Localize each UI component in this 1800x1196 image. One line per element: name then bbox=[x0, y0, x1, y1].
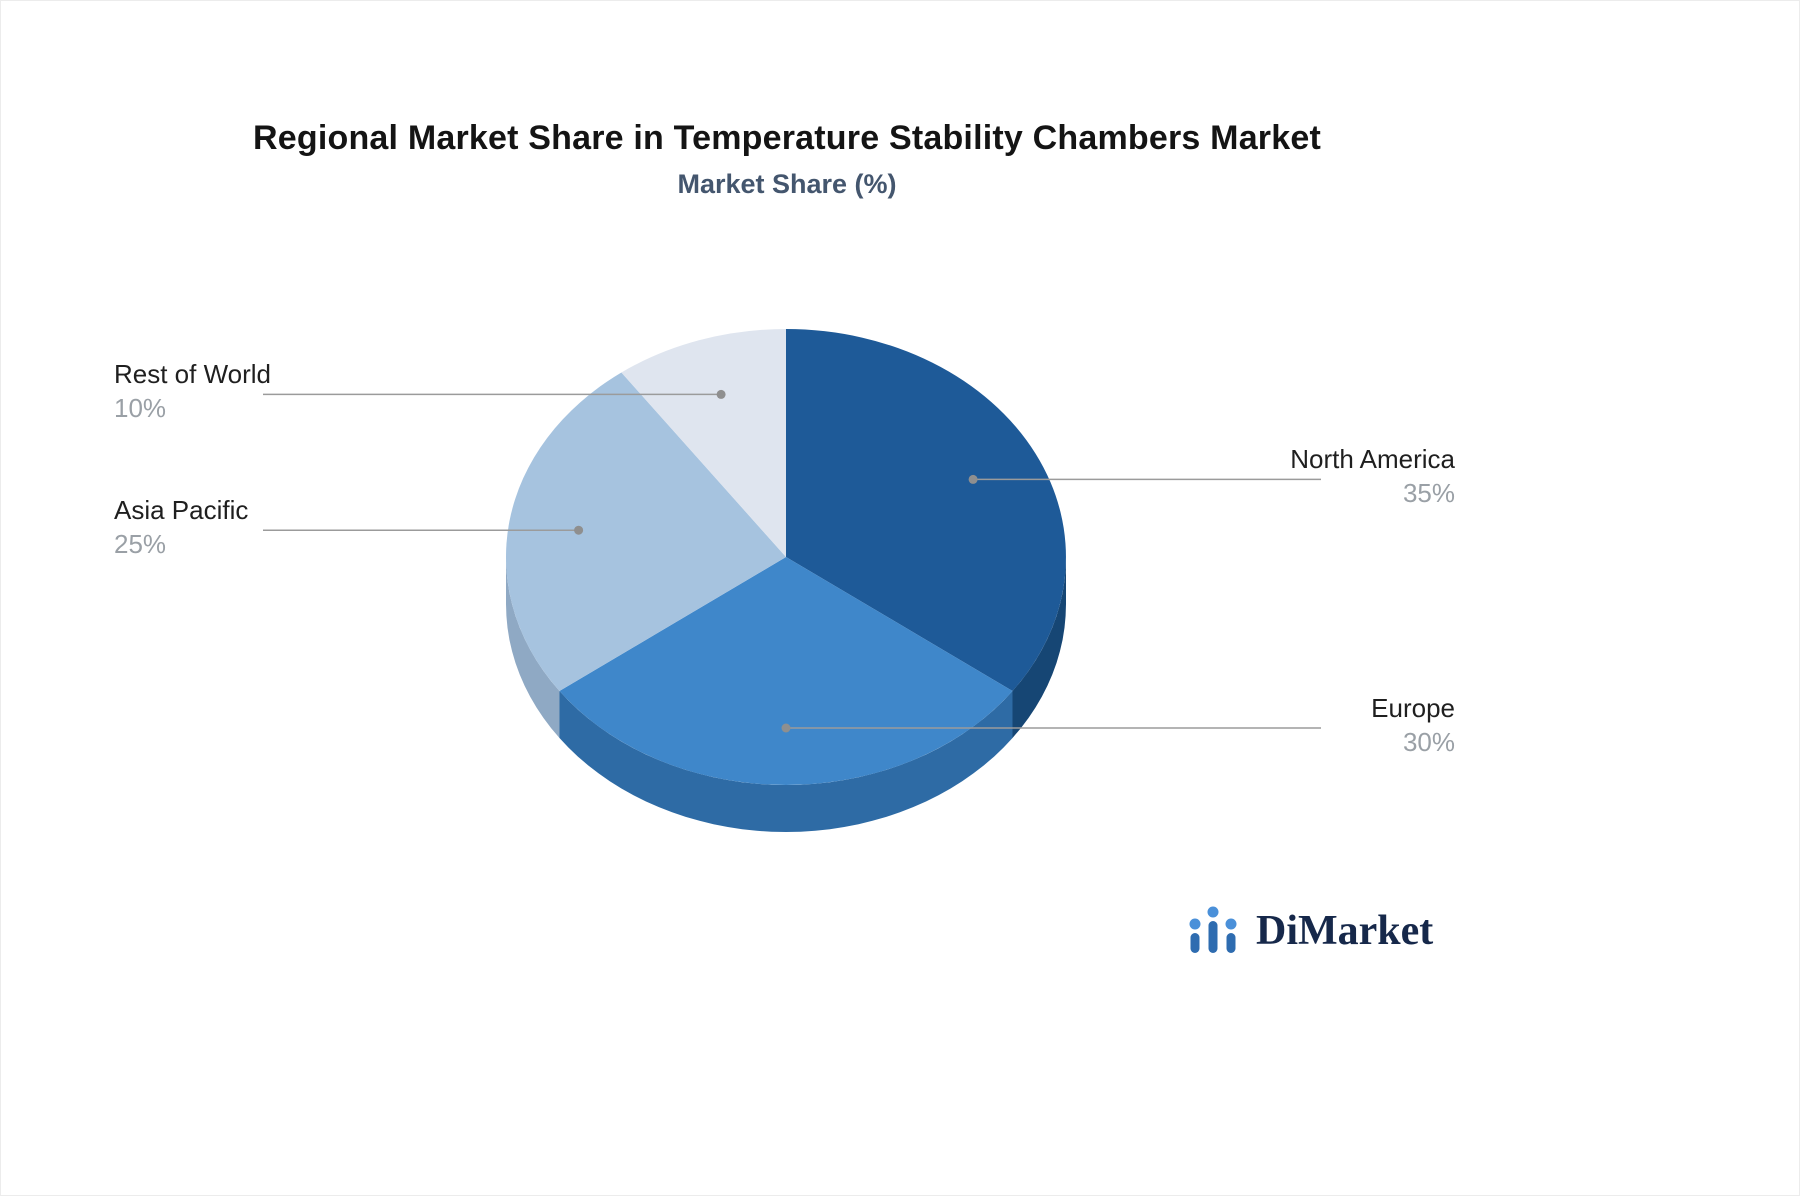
pie-label-name: Rest of World bbox=[114, 359, 272, 390]
pie-label-value: 10% bbox=[114, 393, 167, 424]
dimarket-logo: DiMarket bbox=[1186, 906, 1433, 956]
pie-label-rest-of-world: Rest of World 10% bbox=[114, 357, 271, 425]
pie-label-value: 35% bbox=[1402, 478, 1455, 509]
pie-label-name: Asia Pacific bbox=[114, 495, 249, 526]
pie-label-value: 30% bbox=[1402, 727, 1455, 757]
pie-label-asia-pacific: Asia Pacific 25% bbox=[114, 493, 248, 561]
pie-label-value: 25% bbox=[114, 529, 167, 560]
pie-label-name: North America bbox=[1290, 444, 1455, 475]
pie-label-name: Europe bbox=[1371, 693, 1455, 723]
dimarket-logo-text: DiMarket bbox=[1256, 908, 1434, 954]
pie-label-north-america: North America 35% bbox=[1290, 442, 1455, 510]
chart-subtitle: Market Share (%) bbox=[677, 169, 897, 199]
chart-title: Regional Market Share in Temperature Sta… bbox=[253, 119, 1321, 157]
pie-label-europe: Europe 30% bbox=[1371, 691, 1455, 759]
bar-chart-icon bbox=[1189, 906, 1237, 953]
